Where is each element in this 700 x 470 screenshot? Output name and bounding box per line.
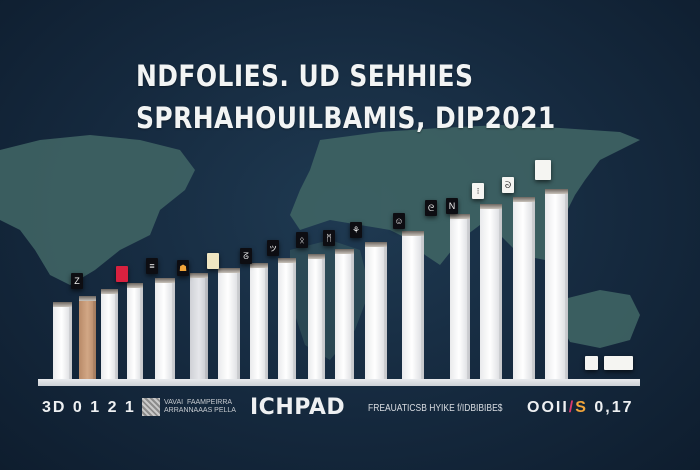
- bar-tag-3: ≡: [146, 258, 158, 274]
- footer-caption: FREAUATICSB HYIKE f/IDBIBIBE$: [368, 403, 503, 414]
- north-america-shape: [0, 135, 195, 285]
- footer-logo-icon: [142, 398, 160, 416]
- bar-tag-8: ᛟ: [296, 232, 308, 248]
- bar-11: [335, 249, 354, 384]
- bar-3: [101, 289, 118, 384]
- bar-15: [480, 204, 502, 384]
- bar-4: [127, 283, 143, 384]
- bar-tag-5: [207, 253, 219, 269]
- bar-6: [190, 273, 208, 384]
- bar-12: [365, 242, 387, 384]
- footer-date: 3D 0 1 2 1: [42, 399, 136, 416]
- bar-8: [250, 263, 268, 384]
- chart-baseline: [38, 379, 640, 386]
- bar-10: [308, 254, 325, 384]
- bar-16: [513, 197, 535, 384]
- chart-title-line-2: SPRHAHOUILBAMIS, DIP2021: [136, 101, 556, 135]
- bar-tag-15: ᘐ: [502, 177, 514, 193]
- bar-7: [218, 268, 240, 384]
- footer-right-label: OOII/S 0,17: [527, 399, 634, 416]
- bar-tag-9: ᛗ: [323, 230, 335, 246]
- chart-title: NDFOLIES. UD SEHHIES SPRHAHOUILBAMIS, DI…: [136, 55, 556, 139]
- chart-title-line-1: NDFOLIES. UD SEHHIES: [136, 59, 474, 93]
- bar-tag-14: ⁝: [472, 183, 484, 199]
- footer-logo-text: VAVAI FAAMPEIRRA ARRANNAAAS PELLA: [164, 399, 236, 414]
- bar-tag-1: Z: [71, 273, 83, 289]
- bar-9: [278, 258, 296, 384]
- bar-tag-13: N: [446, 198, 458, 214]
- bar-tag-2: [116, 266, 128, 282]
- bar-tag-6: ᘔ: [240, 248, 252, 264]
- bar-13: [402, 231, 424, 384]
- bar-2: [79, 296, 96, 384]
- footer-brand: ICHPAD: [250, 395, 346, 420]
- bar-1: [53, 302, 72, 384]
- bar-tag-small-a: [585, 356, 598, 370]
- bar-14: [450, 214, 470, 384]
- footer-strip: 3D 0 1 2 1 VAVAI FAAMPEIRRA ARRANNAAAS P…: [0, 395, 700, 426]
- bar-tag-16: [535, 160, 551, 180]
- bar-tag-7: ッ: [267, 240, 279, 256]
- bar-17: [545, 189, 568, 384]
- bar-5: [155, 278, 175, 384]
- australia-shape: [558, 290, 640, 348]
- bar-tag-12: ᘓ: [425, 200, 437, 216]
- bar-tag-small-b: [604, 356, 633, 370]
- bar-tag-11: ☺: [393, 213, 405, 229]
- bar-tag-10: ⚘: [350, 222, 362, 238]
- bar-tag-4: ☗: [177, 260, 189, 276]
